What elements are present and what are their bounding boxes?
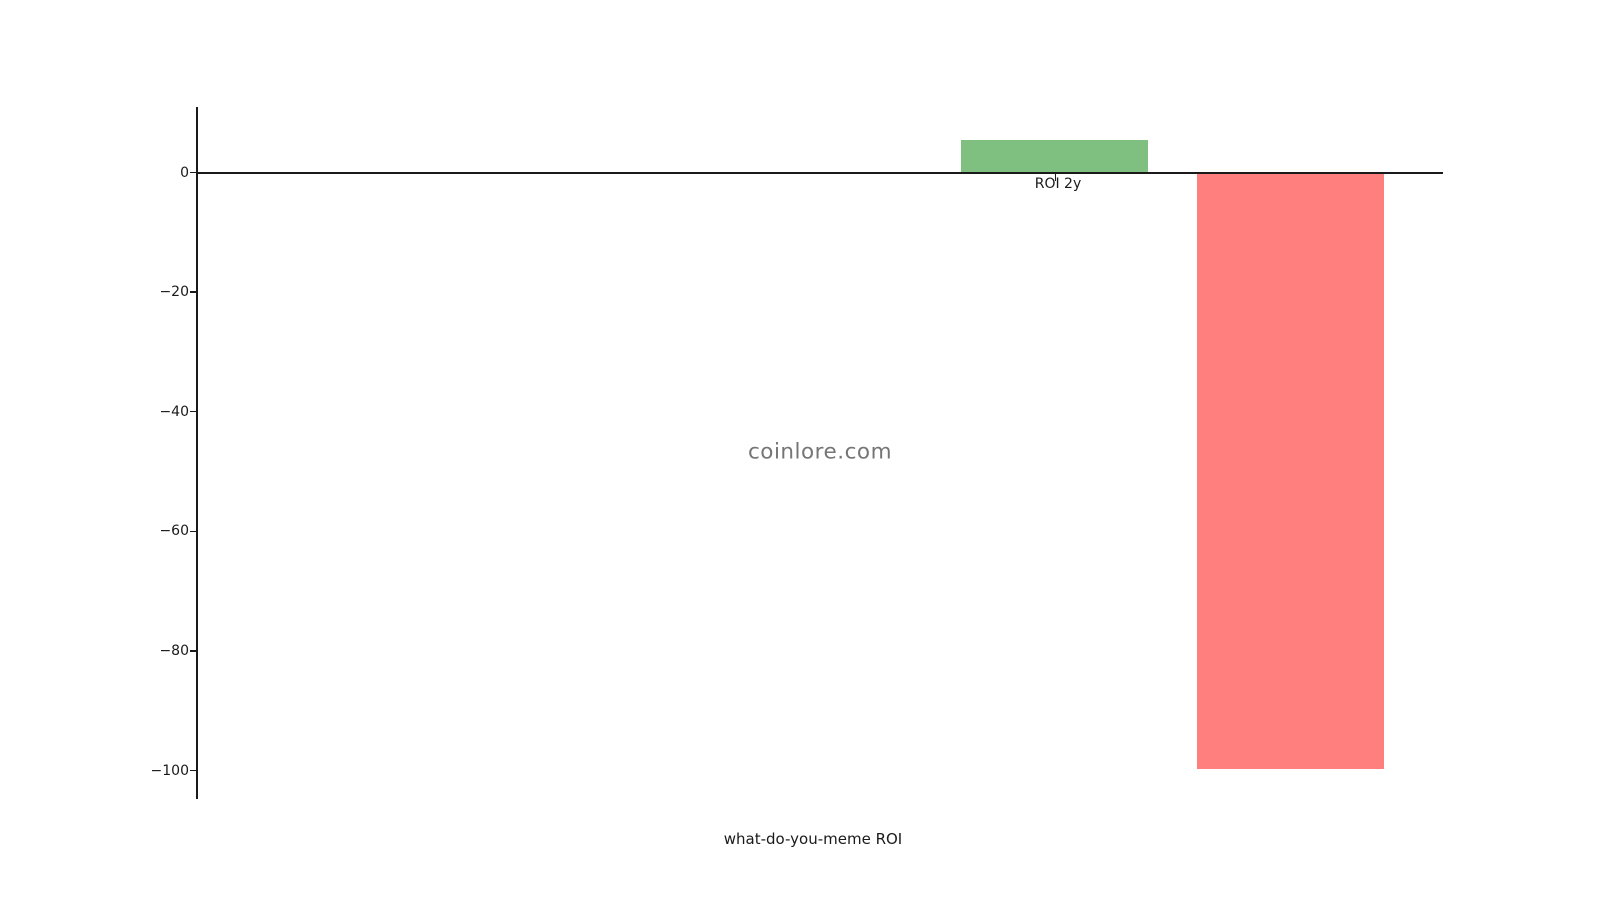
y-tick-label--80: −80 — [159, 642, 189, 659]
bar-roi-2y — [961, 139, 1148, 173]
y-tick-mark--100 — [189, 769, 197, 772]
y-tick-label--60: −60 — [159, 523, 189, 540]
y-tick-mark--40 — [189, 411, 197, 413]
y-tick-label--40: −40 — [159, 403, 189, 420]
y-tick-mark--80 — [189, 650, 197, 652]
x-axis-tick-mark — [1054, 172, 1056, 181]
y-tick-mark-0 — [189, 171, 197, 174]
y-tick-mark--20 — [189, 291, 197, 293]
y-tick-label--20: −20 — [159, 284, 189, 301]
y-tick-mark--60 — [189, 530, 197, 532]
watermark-text: coinlore.com — [747, 439, 893, 465]
x-tick-label-roi-2y: ROI 2y — [1034, 176, 1082, 192]
y-tick-label-0: 0 — [180, 164, 189, 181]
bar-unlabeled-1 — [1196, 172, 1384, 770]
x-axis-zero-line — [196, 172, 1443, 174]
y-tick-label--100: −100 — [150, 762, 189, 779]
chart-title-label: what-do-you-meme ROI — [723, 830, 903, 848]
y-axis-spine — [196, 107, 198, 799]
